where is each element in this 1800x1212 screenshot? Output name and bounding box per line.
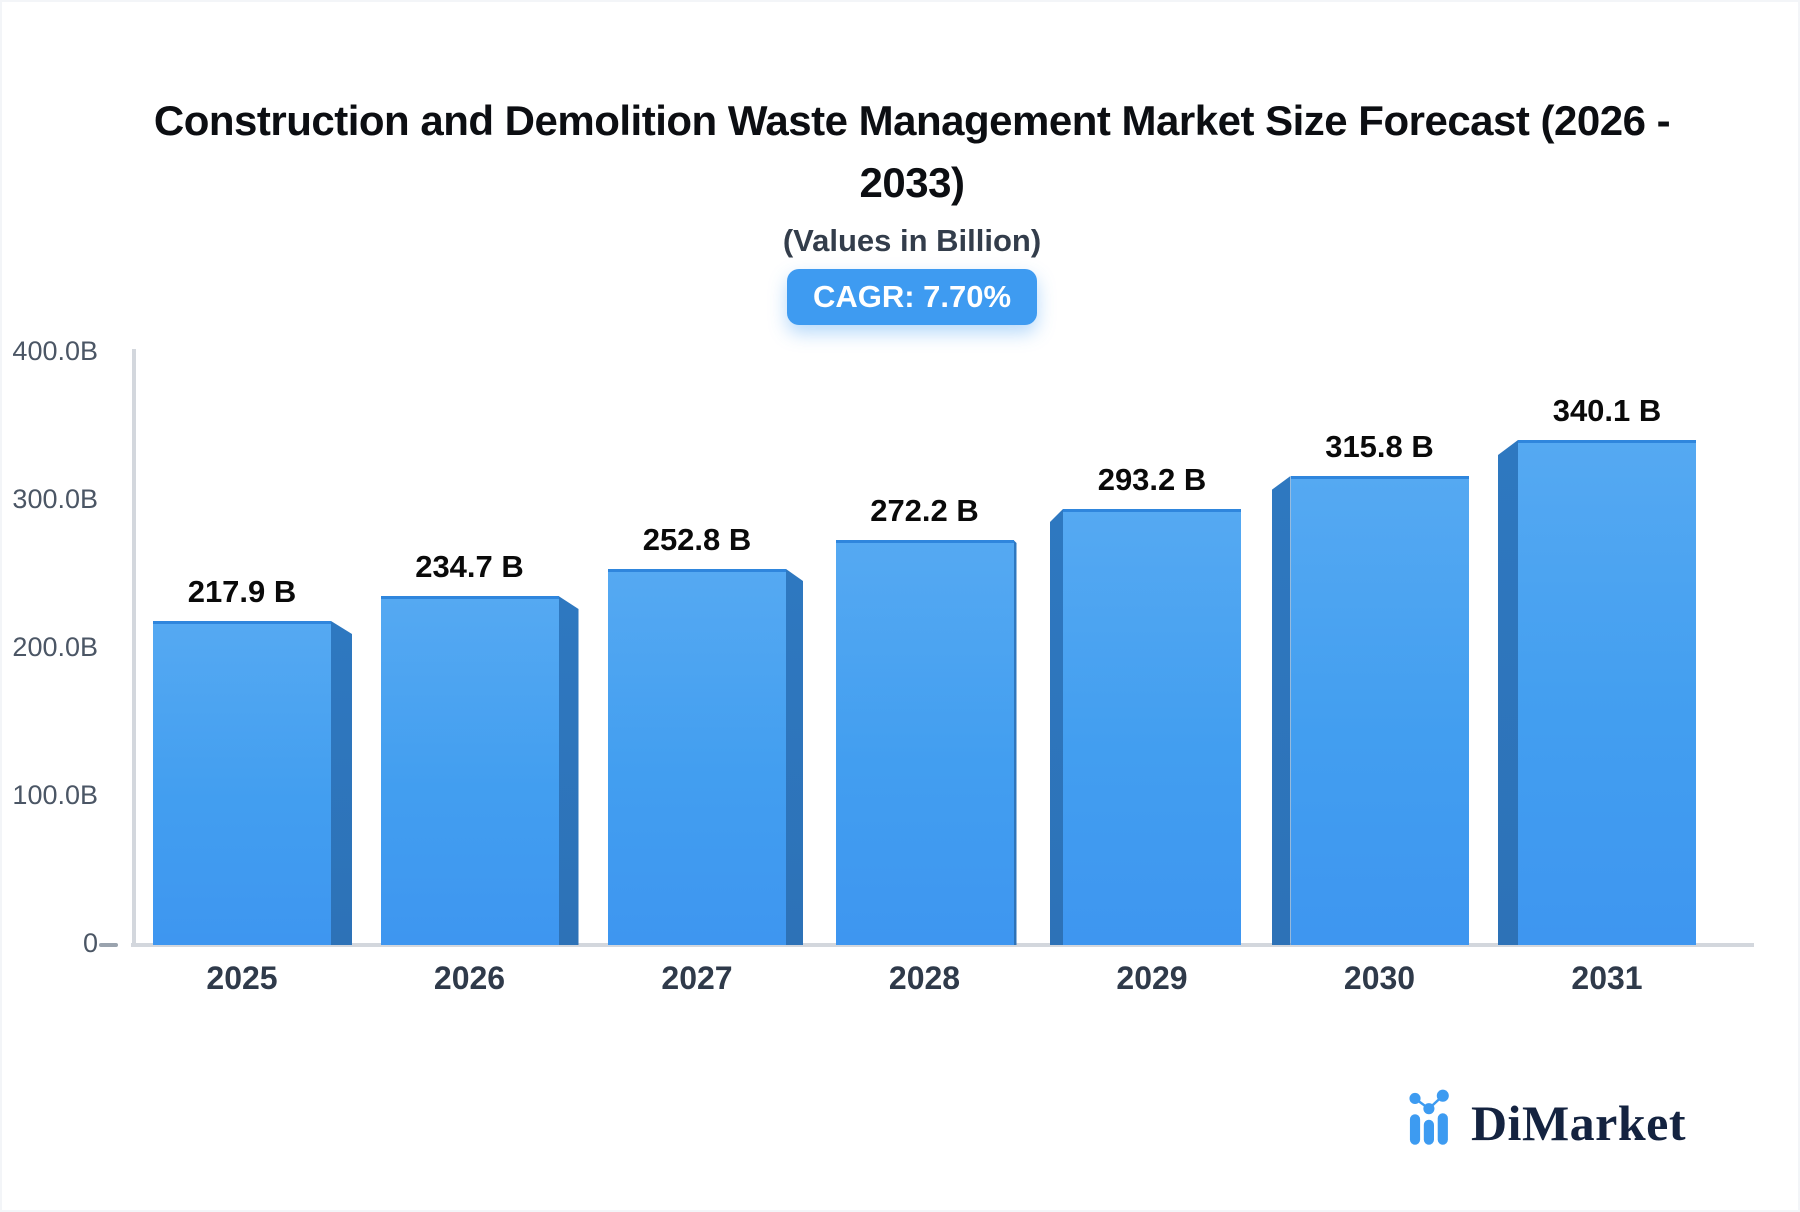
chart-subtitle: (Values in Billion) — [782, 223, 1042, 258]
bar-3d-side — [1013, 540, 1017, 945]
cagr-badge: CAGR: 7.70% — [786, 269, 1038, 325]
brand-footer: DiMarket — [1409, 1088, 1686, 1151]
bar[interactable] — [1290, 476, 1469, 945]
bar-3d-side — [786, 569, 803, 945]
bar-value-label: 234.7 B — [415, 549, 524, 584]
zero-tick-mark — [99, 943, 118, 947]
chart-title: Construction and Demolition Waste Manage… — [153, 97, 1671, 206]
bar[interactable] — [608, 569, 786, 945]
bar[interactable] — [1518, 440, 1696, 945]
bar-value-label: 272.2 B — [870, 493, 979, 528]
bar-3d-side — [558, 596, 579, 945]
bar-3d-side — [1271, 476, 1291, 945]
x-axis-category-label: 2027 — [661, 960, 733, 996]
x-axis-category-label: 2030 — [1343, 960, 1416, 996]
brand-name: DiMarket — [1470, 1095, 1686, 1151]
bar-3d-side — [1050, 509, 1063, 945]
y-axis-tick-label: 300.0B — [12, 484, 98, 514]
chart-header: Construction and Demolition Waste Manage… — [26, 90, 1798, 325]
x-axis-category-label: 2031 — [1571, 960, 1643, 996]
bar-value-label: 340.1 B — [1552, 393, 1662, 428]
y-axis-tick-label: 100.0B — [12, 780, 98, 810]
x-axis-category-label: 2028 — [888, 960, 961, 996]
y-axis-tick-label: 200.0B — [12, 632, 98, 662]
x-axis-category-label: 2025 — [206, 960, 278, 996]
bar-value-label: 252.8 B — [642, 522, 752, 557]
bar-value-label: 217.9 B — [187, 574, 297, 609]
bar[interactable] — [835, 540, 1014, 945]
bar[interactable] — [380, 596, 559, 945]
bar-3d-side — [331, 621, 352, 945]
dimarket-logo-icon — [1409, 1088, 1459, 1151]
y-axis-tick-label: 400.0B — [12, 336, 98, 366]
x-axis-baseline — [131, 943, 1754, 947]
bar-value-label: 315.8 B — [1325, 429, 1434, 464]
x-axis-category-label: 2029 — [1116, 960, 1188, 996]
bar[interactable] — [153, 621, 331, 945]
bar[interactable] — [1063, 509, 1241, 945]
bar-value-label: 293.2 B — [1097, 462, 1207, 497]
y-axis-tick-label: 0 — [82, 928, 98, 958]
x-axis-category-label: 2026 — [433, 960, 506, 996]
bar-3d-side — [1498, 440, 1518, 945]
y-axis-line — [132, 349, 136, 947]
